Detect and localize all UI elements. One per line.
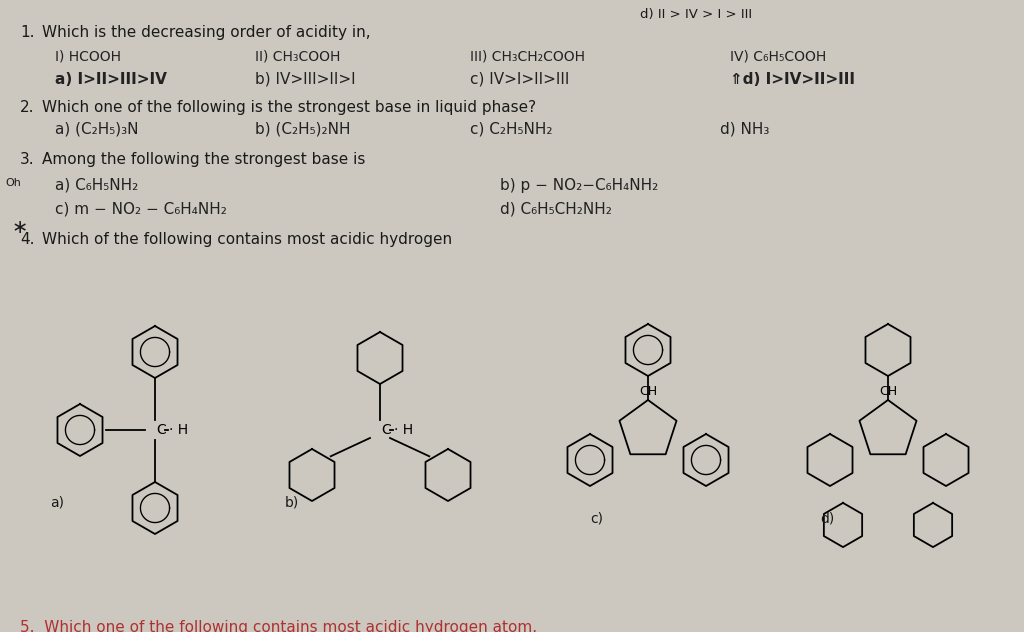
Text: I) HCOOH: I) HCOOH <box>55 50 121 64</box>
Text: d) C₆H₅CH₂NH₂: d) C₆H₅CH₂NH₂ <box>500 202 612 217</box>
Text: a) C₆H₅NH₂: a) C₆H₅NH₂ <box>55 178 138 193</box>
Text: Oh: Oh <box>5 178 20 188</box>
Text: b): b) <box>285 496 299 510</box>
Text: 2.: 2. <box>20 100 35 115</box>
Text: d) II > IV > I > III: d) II > IV > I > III <box>640 8 752 21</box>
Text: C: C <box>156 423 166 437</box>
Text: a): a) <box>50 496 63 510</box>
Text: Which of the following contains most acidic hydrogen: Which of the following contains most aci… <box>42 232 453 247</box>
Text: 3.: 3. <box>20 152 35 167</box>
Text: Which one of the following is the strongest base in liquid phase?: Which one of the following is the strong… <box>42 100 537 115</box>
Text: c) C₂H₅NH₂: c) C₂H₅NH₂ <box>470 122 553 137</box>
Text: ∗: ∗ <box>12 218 29 237</box>
Text: c): c) <box>590 511 603 525</box>
Text: b) p − NO₂−C₆H₄NH₂: b) p − NO₂−C₆H₄NH₂ <box>500 178 658 193</box>
Text: 1.: 1. <box>20 25 35 40</box>
Text: · H: · H <box>394 423 413 437</box>
Text: ⇑d) I>IV>II>III: ⇑d) I>IV>II>III <box>730 72 855 87</box>
Text: a) I>II>III>IV: a) I>II>III>IV <box>55 72 167 87</box>
Text: a) (C₂H₅)₃N: a) (C₂H₅)₃N <box>55 122 138 137</box>
Text: c) m − NO₂ − C₆H₄NH₂: c) m − NO₂ − C₆H₄NH₂ <box>55 202 227 217</box>
Text: III) CH₃CH₂COOH: III) CH₃CH₂COOH <box>470 50 585 64</box>
Text: · H: · H <box>169 423 188 437</box>
Text: 5.  Which one of the following contains most acidic hydrogen atom.: 5. Which one of the following contains m… <box>20 620 538 632</box>
Text: Among the following the strongest base is: Among the following the strongest base i… <box>42 152 366 167</box>
Text: CH: CH <box>639 385 657 398</box>
Text: CH: CH <box>879 385 897 398</box>
Text: C: C <box>381 423 391 437</box>
Text: 4.: 4. <box>20 232 35 247</box>
Text: d) NH₃: d) NH₃ <box>720 122 769 137</box>
Text: IV) C₆H₅COOH: IV) C₆H₅COOH <box>730 50 826 64</box>
Text: Which is the decreasing order of acidity in,: Which is the decreasing order of acidity… <box>42 25 371 40</box>
Text: c) IV>I>II>III: c) IV>I>II>III <box>470 72 569 87</box>
Text: d): d) <box>820 511 835 525</box>
Text: b) IV>III>II>I: b) IV>III>II>I <box>255 72 355 87</box>
Text: II) CH₃COOH: II) CH₃COOH <box>255 50 340 64</box>
Text: b) (C₂H₅)₂NH: b) (C₂H₅)₂NH <box>255 122 350 137</box>
